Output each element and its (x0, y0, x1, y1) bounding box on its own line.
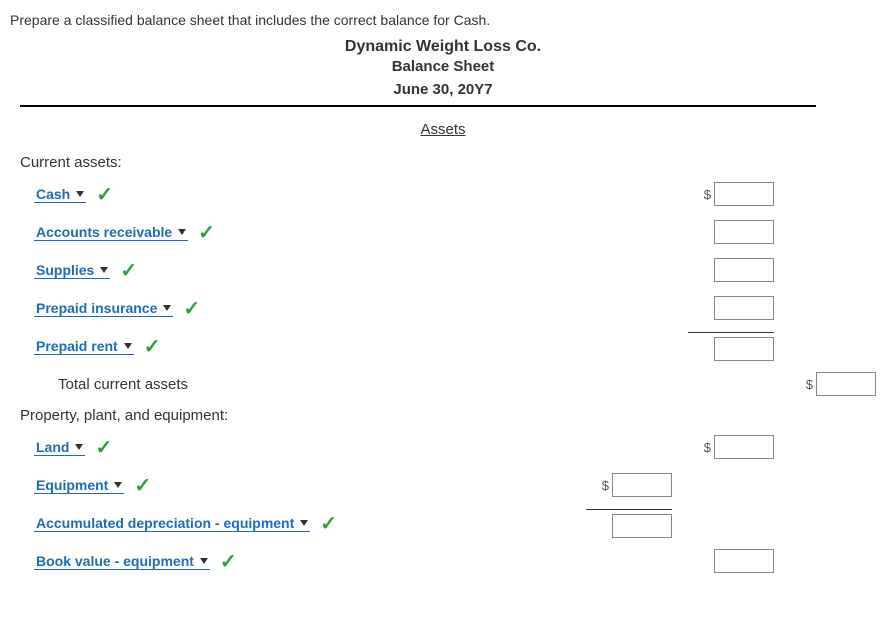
instruction-text: Prepare a classified balance sheet that … (10, 12, 876, 28)
row-accounts-receivable: Accounts receivable ✓ (10, 217, 876, 247)
total-current-assets-label: Total current assets (10, 376, 450, 393)
check-icon: ✓ (96, 182, 113, 207)
dollar-sign: $ (704, 440, 711, 455)
input-total-current-assets[interactable] (816, 372, 876, 396)
dropdown-land[interactable]: Land (34, 438, 85, 456)
dollar-sign: $ (806, 377, 813, 392)
dropdown-land-label: Land (36, 439, 69, 455)
report-date: June 30, 20Y7 (10, 79, 876, 102)
dollar-sign: $ (602, 478, 609, 493)
dollar-sign: $ (704, 187, 711, 202)
chevron-down-icon (200, 558, 208, 564)
header-rule (20, 105, 816, 107)
chevron-down-icon (163, 305, 171, 311)
company-name: Dynamic Weight Loss Co. (10, 38, 876, 56)
dropdown-book-value-label: Book value - equipment (36, 553, 194, 569)
row-prepaid-insurance: Prepaid insurance ✓ (10, 293, 876, 323)
ppe-heading: Property, plant, and equipment: (20, 407, 876, 424)
check-icon: ✓ (144, 334, 161, 359)
dropdown-supplies-label: Supplies (36, 262, 94, 278)
chevron-down-icon (75, 444, 83, 450)
dropdown-prepaid-rent-label: Prepaid rent (36, 338, 118, 354)
dropdown-book-value[interactable]: Book value - equipment (34, 552, 210, 570)
row-prepaid-rent: Prepaid rent ✓ (10, 331, 876, 361)
assets-section-title: Assets (10, 121, 876, 138)
row-cash: Cash ✓ $ (10, 179, 876, 209)
report-title: Balance Sheet (10, 56, 876, 79)
check-icon: ✓ (183, 296, 200, 321)
dropdown-supplies[interactable]: Supplies (34, 261, 110, 279)
check-icon: ✓ (120, 258, 137, 283)
dropdown-ar-label: Accounts receivable (36, 224, 172, 240)
row-land: Land ✓ $ (10, 432, 876, 462)
input-supplies-amount[interactable] (714, 258, 774, 282)
dropdown-cash-label: Cash (36, 186, 70, 202)
chevron-down-icon (114, 482, 122, 488)
input-book-value-amount[interactable] (714, 549, 774, 573)
row-accumulated-depreciation: Accumulated depreciation - equipment ✓ (10, 508, 876, 538)
dropdown-equipment-label: Equipment (36, 477, 108, 493)
check-icon: ✓ (134, 473, 151, 498)
dropdown-acc-depreciation[interactable]: Accumulated depreciation - equipment (34, 514, 310, 532)
dropdown-cash[interactable]: Cash (34, 185, 86, 203)
input-acc-dep-amount[interactable] (612, 514, 672, 538)
statement-header: Dynamic Weight Loss Co. Balance Sheet Ju… (10, 38, 876, 101)
row-equipment: Equipment ✓ $ (10, 470, 876, 500)
input-ar-amount[interactable] (714, 220, 774, 244)
dropdown-prepaid-ins-label: Prepaid insurance (36, 300, 157, 316)
input-prepaid-rent-amount[interactable] (714, 337, 774, 361)
row-total-current-assets: Total current assets $ (10, 369, 876, 399)
input-land-amount[interactable] (714, 435, 774, 459)
chevron-down-icon (300, 520, 308, 526)
check-icon: ✓ (95, 435, 112, 460)
input-equipment-amount[interactable] (612, 473, 672, 497)
row-supplies: Supplies ✓ (10, 255, 876, 285)
check-icon: ✓ (198, 220, 215, 245)
check-icon: ✓ (220, 549, 237, 574)
dropdown-acc-dep-label: Accumulated depreciation - equipment (36, 515, 294, 531)
check-icon: ✓ (320, 511, 337, 536)
dropdown-accounts-receivable[interactable]: Accounts receivable (34, 223, 188, 241)
input-prepaid-ins-amount[interactable] (714, 296, 774, 320)
chevron-down-icon (76, 191, 84, 197)
dropdown-prepaid-rent[interactable]: Prepaid rent (34, 337, 134, 355)
chevron-down-icon (124, 343, 132, 349)
current-assets-heading: Current assets: (20, 154, 876, 171)
input-cash-amount[interactable] (714, 182, 774, 206)
chevron-down-icon (100, 267, 108, 273)
dropdown-prepaid-insurance[interactable]: Prepaid insurance (34, 299, 173, 317)
row-book-value-equipment: Book value - equipment ✓ (10, 546, 876, 576)
chevron-down-icon (178, 229, 186, 235)
dropdown-equipment[interactable]: Equipment (34, 476, 124, 494)
